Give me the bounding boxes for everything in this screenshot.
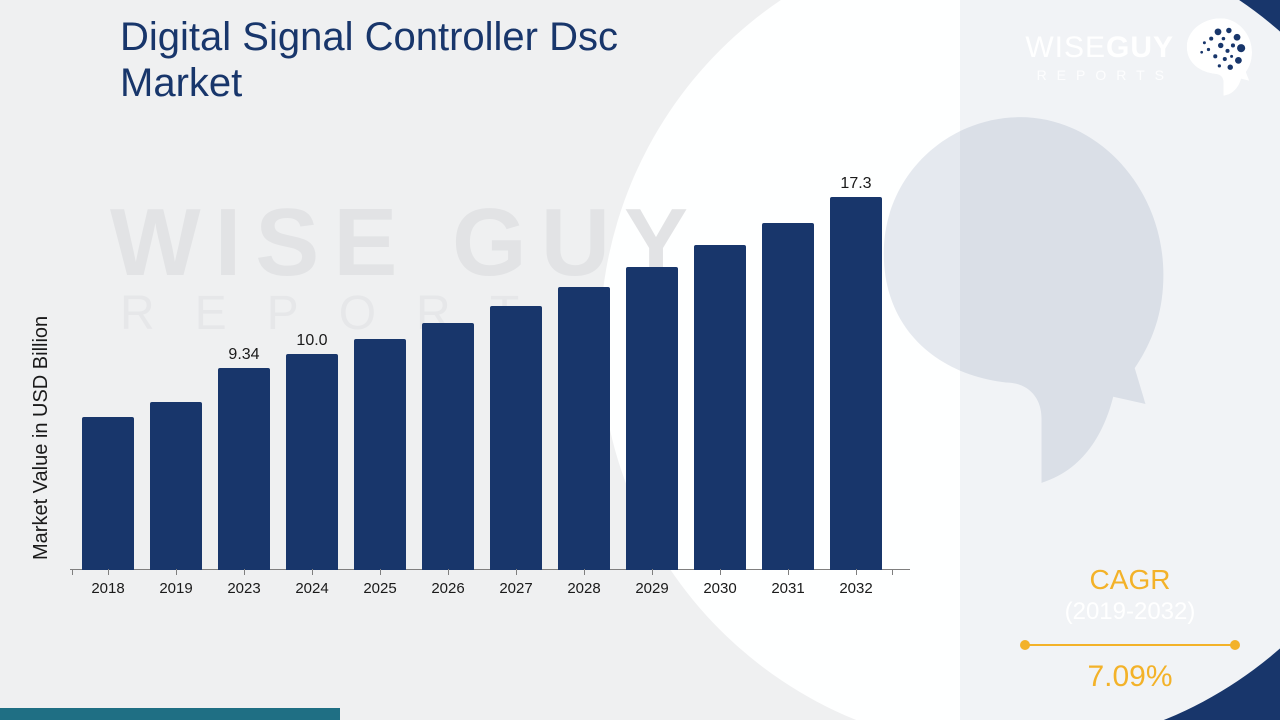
x-tick-mark (892, 569, 893, 575)
bar (830, 197, 882, 570)
cagr-value: 7.09% (980, 660, 1280, 694)
brand-line2: REPORTS (1025, 67, 1174, 83)
bar (626, 267, 678, 570)
cagr-range: (2019-2032) (980, 598, 1280, 626)
x-tick-label: 2018 (91, 580, 124, 597)
bar-slot (490, 306, 542, 570)
bar-slot: 9.34 (218, 368, 270, 570)
x-tick-label: 2030 (703, 580, 736, 597)
bar-value-label: 10.0 (296, 332, 327, 350)
bar (694, 245, 746, 570)
x-tick-mark (380, 569, 381, 575)
bar (150, 402, 202, 570)
plot-area: 9.34 10.0 17.3 (80, 160, 900, 570)
x-tick-mark (244, 569, 245, 575)
x-tick-label: 2028 (567, 580, 600, 597)
bar-slot: 10.0 (286, 354, 338, 570)
x-tick-label: 2032 (839, 580, 872, 597)
bar-slot (82, 417, 134, 570)
bar (218, 368, 270, 570)
bar (762, 223, 814, 570)
x-tick-mark (788, 569, 789, 575)
cagr-divider (1025, 644, 1235, 646)
x-tick-mark (516, 569, 517, 575)
y-axis-label: Market Value in USD Billion (30, 316, 53, 560)
x-tick-label: 2026 (431, 580, 464, 597)
bar-value-label: 9.34 (228, 346, 259, 364)
bar (422, 323, 474, 570)
bar (490, 306, 542, 570)
brand-line1a: WISE (1025, 31, 1106, 64)
x-axis: 2018 2019 2023 2024 2025 2026 2027 2028 2029 2030… (80, 570, 900, 610)
x-tick-mark (652, 569, 653, 575)
bar-slot (354, 339, 406, 570)
x-tick-mark (312, 569, 313, 575)
bar-slot (422, 323, 474, 570)
x-tick-label: 2027 (499, 580, 532, 597)
x-tick-mark (72, 569, 73, 575)
x-tick-label: 2023 (227, 580, 260, 597)
bar-chart: 9.34 10.0 17.3 2018 2019 2023 2024 2025 2026 202… (80, 160, 900, 610)
bar (286, 354, 338, 570)
x-tick-label: 2029 (635, 580, 668, 597)
brand-logo: WISEGUY REPORTS (1025, 18, 1252, 96)
x-tick-label: 2019 (159, 580, 192, 597)
x-tick-mark (856, 569, 857, 575)
bar-slot (694, 245, 746, 570)
x-tick-label: 2024 (295, 580, 328, 597)
bar-slot (626, 267, 678, 570)
footer-stripe (0, 708, 340, 720)
x-tick-label: 2025 (363, 580, 396, 597)
cagr-title: CAGR (980, 564, 1280, 596)
brand-line1b: GUY (1106, 31, 1174, 64)
x-tick-mark (584, 569, 585, 575)
bar-slot (558, 287, 610, 570)
bar-slot (150, 402, 202, 570)
bar-value-label: 17.3 (840, 175, 871, 193)
stage: WISE GUY REPORTS Digital Signal Controll… (0, 0, 1280, 720)
bar (82, 417, 134, 570)
x-tick-mark (448, 569, 449, 575)
bar-slot (762, 223, 814, 570)
brand-head-icon (1184, 18, 1252, 96)
x-tick-mark (108, 569, 109, 575)
x-tick-mark (720, 569, 721, 575)
cagr-block: CAGR (2019-2032) 7.09% (980, 564, 1280, 694)
bar (558, 287, 610, 570)
bar-slot: 17.3 (830, 197, 882, 570)
x-tick-mark (176, 569, 177, 575)
page-title: Digital Signal Controller Dsc Market (120, 14, 740, 106)
x-tick-label: 2031 (771, 580, 804, 597)
brand-logo-text: WISEGUY REPORTS (1025, 31, 1174, 83)
bar (354, 339, 406, 570)
